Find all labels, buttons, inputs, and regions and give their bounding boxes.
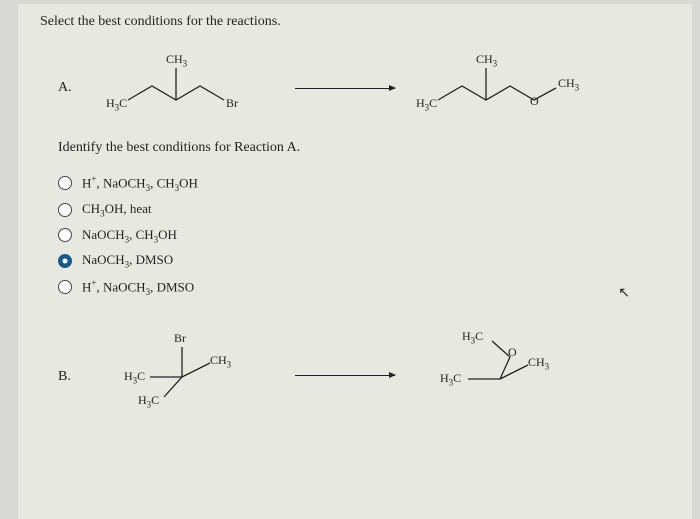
label-ch3: CH3 — [166, 52, 187, 68]
label-ch3: CH3 — [210, 353, 231, 369]
molecule-b-right: H3C O H3C CH3 — [420, 327, 580, 407]
option-5[interactable]: H+, NaOCH3, DMSO — [58, 278, 670, 297]
radio-icon[interactable] — [58, 176, 72, 190]
label-ch3-top: CH3 — [476, 52, 497, 68]
radio-icon[interactable] — [58, 228, 72, 242]
option-1[interactable]: H+, NaOCH3, CH3OH — [58, 174, 670, 193]
option-2[interactable]: CH3OH, heat — [58, 201, 670, 219]
sub-question-a: Identify the best conditions for Reactio… — [58, 140, 670, 156]
label-h3c-top: H3C — [462, 329, 483, 345]
label-b: B. — [58, 369, 71, 385]
option-4[interactable]: NaOCH3, DMSO — [58, 252, 670, 270]
reaction-a: A. H3C CH3 Br H3C CH3 O CH3 — [80, 48, 670, 128]
option-3[interactable]: NaOCH3, CH3OH — [58, 227, 670, 245]
label-ch3: CH3 — [528, 355, 549, 371]
option-text: NaOCH3, CH3OH — [82, 227, 177, 245]
arrow-b — [275, 375, 415, 376]
molecule-a-left: H3C CH3 Br — [110, 48, 250, 118]
option-text: CH3OH, heat — [82, 201, 152, 219]
question-title: Select the best conditions for the react… — [40, 14, 670, 30]
label-h3c: H3C — [440, 371, 461, 387]
label-a: A. — [58, 80, 72, 96]
page-content: Select the best conditions for the react… — [18, 4, 692, 519]
label-h3c: H3C — [416, 96, 437, 112]
radio-icon[interactable] — [58, 280, 72, 294]
molecule-b-left: H3C Br CH3 H3C — [110, 327, 260, 407]
label-h3c: H3C — [124, 369, 145, 385]
label-ch3-right: CH3 — [558, 76, 579, 92]
label-hc: H3C — [138, 393, 159, 409]
option-text: NaOCH3, DMSO — [82, 252, 173, 270]
label-o: O — [530, 94, 539, 109]
radio-icon[interactable] — [58, 254, 72, 268]
option-text: H+, NaOCH3, CH3OH — [82, 174, 198, 193]
option-text: H+, NaOCH3, DMSO — [82, 278, 194, 297]
cursor-icon: ↖ — [618, 285, 630, 302]
molecule-a-right: H3C CH3 O CH3 — [420, 48, 600, 118]
label-br: Br — [174, 331, 186, 346]
options-list: H+, NaOCH3, CH3OH CH3OH, heat NaOCH3, CH… — [58, 174, 670, 297]
label-h3c: H3C — [106, 96, 127, 112]
reaction-b: B. H3C Br CH3 H3C H3 — [80, 327, 670, 407]
label-br: Br — [226, 96, 238, 111]
radio-icon[interactable] — [58, 203, 72, 217]
label-o: O — [508, 345, 517, 360]
molecule-b-right-skeleton — [420, 327, 580, 407]
arrow-a — [275, 88, 415, 89]
